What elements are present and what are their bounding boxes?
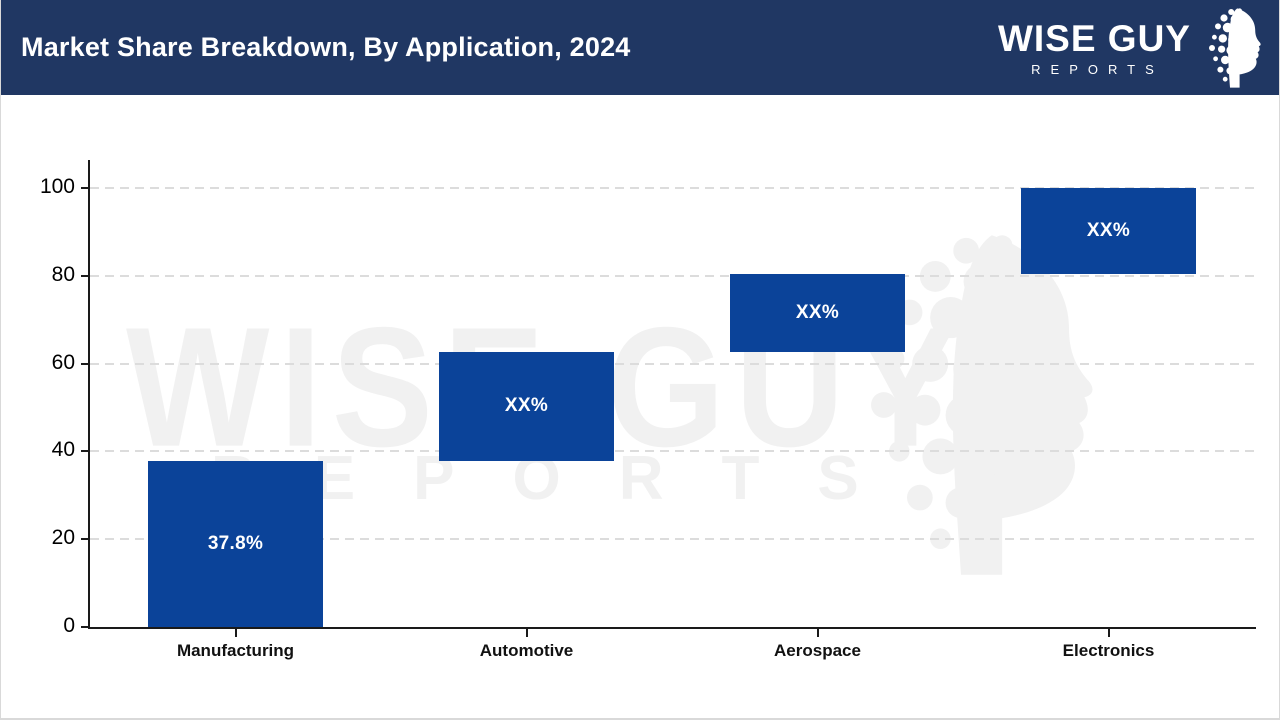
y-tick-mark-100 bbox=[81, 187, 89, 189]
bottom-border bbox=[1, 718, 1279, 720]
bar-value-label: 37.8% bbox=[207, 533, 264, 555]
brand-logo: WISE GUY REPORTS bbox=[998, 6, 1267, 90]
y-tick-mark-0 bbox=[81, 626, 89, 628]
y-tick-label-60: 60 bbox=[51, 350, 75, 374]
gridline-60 bbox=[90, 362, 1254, 365]
brand-subtitle-text: REPORTS bbox=[1031, 61, 1164, 77]
chart-title: Market Share Breakdown, By Application, … bbox=[21, 32, 631, 62]
bar-value-label: XX% bbox=[795, 301, 840, 323]
y-tick-mark-20 bbox=[81, 538, 89, 541]
gridline-20 bbox=[90, 538, 1254, 541]
x-axis-line bbox=[88, 627, 1256, 629]
x-category-label-manufacturing: Manufacturing bbox=[176, 641, 295, 660]
brand-name-text: WISE GUY bbox=[997, 17, 1191, 59]
gridline-80 bbox=[90, 274, 1254, 277]
y-axis-line bbox=[88, 160, 90, 629]
y-tick-label-20: 20 bbox=[51, 526, 75, 550]
bar-value-label: XX% bbox=[504, 395, 549, 417]
x-tick-mark-aerospace bbox=[816, 629, 819, 637]
bar-automotive: XX% bbox=[439, 351, 614, 462]
y-tick-label-40: 40 bbox=[51, 438, 75, 462]
y-tick-mark-60 bbox=[81, 362, 89, 365]
gridline-100 bbox=[90, 187, 1254, 189]
bar-value-label: XX% bbox=[1086, 219, 1131, 241]
bar-manufacturing: 37.8% bbox=[148, 461, 323, 627]
bar-aerospace: XX% bbox=[730, 273, 905, 352]
x-tick-mark-automotive bbox=[525, 629, 528, 637]
x-tick-mark-manufacturing bbox=[234, 629, 237, 637]
x-tick-mark-electronics bbox=[1107, 629, 1110, 637]
y-tick-mark-40 bbox=[81, 450, 89, 453]
bar-electronics: XX% bbox=[1021, 188, 1196, 274]
header-bar: Market Share Breakdown, By Application, … bbox=[1, 0, 1279, 95]
y-tick-label-80: 80 bbox=[51, 262, 75, 286]
x-category-label-aerospace: Aerospace bbox=[774, 641, 861, 660]
y-tick-mark-80 bbox=[81, 274, 89, 277]
brand-wordmark: WISE GUY REPORTS bbox=[998, 20, 1191, 76]
y-tick-label-0: 0 bbox=[63, 614, 75, 637]
y-tick-label-100: 100 bbox=[39, 175, 75, 198]
dotted-head-icon bbox=[1193, 6, 1267, 90]
gridline-40 bbox=[90, 450, 1254, 453]
x-category-label-electronics: Electronics bbox=[1062, 641, 1155, 660]
x-category-label-automotive: Automotive bbox=[479, 641, 574, 660]
